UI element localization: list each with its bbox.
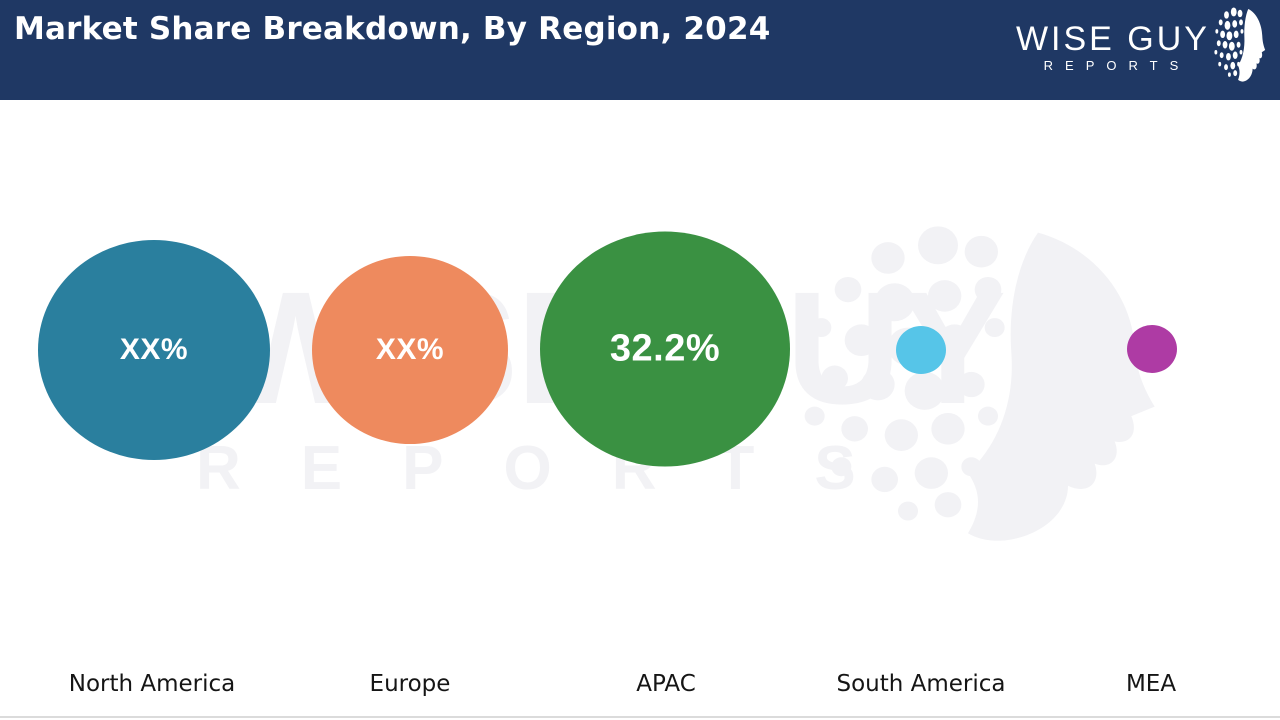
category-label-south-america: South America — [836, 671, 1006, 697]
bubble-value-label: 32.2% — [609, 327, 721, 370]
wise-guy-logo: WISE GUY REPORTS — [1016, 6, 1270, 88]
category-label-mea: MEA — [1125, 671, 1177, 697]
logo-subtitle: REPORTS — [1043, 57, 1191, 73]
logo-wordmark: WISE GUY — [1015, 19, 1210, 58]
bubble-value-label: XX% — [375, 333, 445, 366]
category-label-north-america: North America — [68, 671, 236, 697]
header-bar: Market Share Breakdown, By Region, 2024 … — [0, 0, 1280, 100]
watermark-head-icon — [804, 226, 1155, 541]
page-title: Market Share Breakdown, By Region, 2024 — [14, 11, 771, 47]
bubble-value-label: XX% — [119, 333, 189, 366]
wiseguy-head-icon — [1214, 7, 1266, 82]
bubble-mea — [1127, 325, 1177, 373]
bubble-europe: XX% — [312, 256, 508, 444]
bubble-north-america: XX% — [38, 240, 270, 460]
watermark-subtitle: REPORTS — [196, 434, 916, 503]
category-label-europe: Europe — [369, 671, 451, 697]
bubble-south-america — [896, 326, 946, 374]
category-label-apac: APAC — [636, 671, 696, 697]
bubble-apac: 32.2% — [540, 231, 790, 467]
bottom-divider — [0, 716, 1280, 718]
logo-text: WISE GUY REPORTS — [1016, 22, 1210, 73]
